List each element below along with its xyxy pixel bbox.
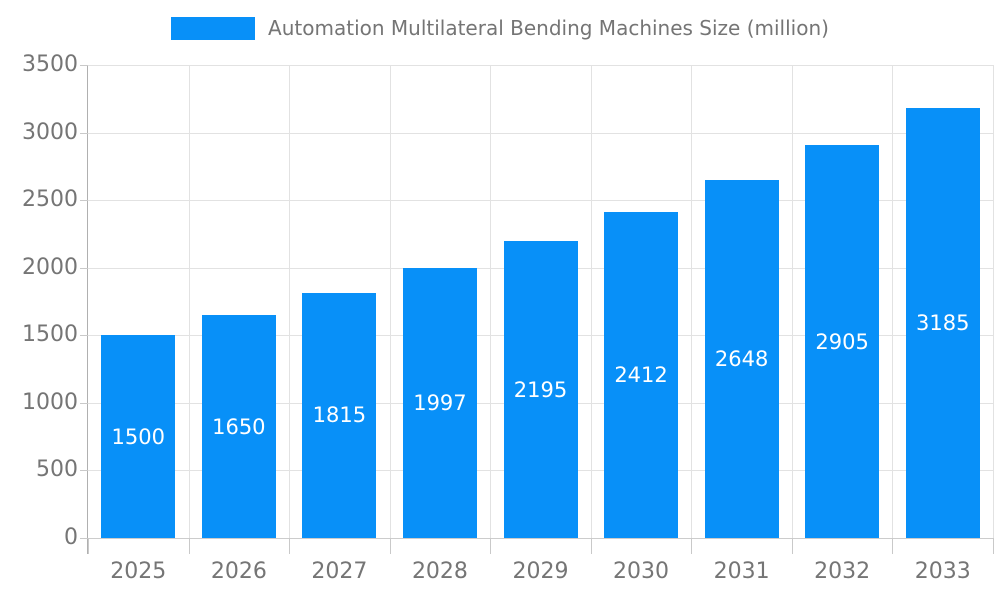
x-axis-label: 2032 [814,559,871,584]
y-tick [80,200,88,202]
chart-legend: Automation Multilateral Bending Machines… [0,16,1000,40]
v-gridline [691,65,693,538]
y-axis-label: 500 [36,457,78,483]
y-tick [80,470,88,472]
bar-2031[interactable] [704,180,779,538]
bar-2027[interactable] [302,292,377,538]
x-tick [490,538,492,554]
plot-area: 1500 1650 1815 1997 2195 2412 2648 2905 3185 [88,65,994,539]
x-tick [892,538,894,554]
y-axis-label: 2000 [22,254,78,280]
v-gridline [590,65,592,538]
x-axis-label: 2033 [914,559,971,584]
h-gridline [88,65,993,66]
bar-value-label: 2195 [513,377,568,402]
bar-value-label: 1500 [111,424,165,449]
v-gridline [993,65,994,538]
x-axis-label: 2031 [713,559,770,584]
bar-value-label: 2648 [714,347,769,372]
h-gridline [88,132,993,134]
x-tick [590,538,592,554]
legend-item[interactable]: Automation Multilateral Bending Machines… [171,16,829,40]
v-gridline [791,65,793,538]
bar-2032[interactable] [805,145,880,538]
y-axis-line [87,65,88,554]
bar-2030[interactable] [604,212,679,538]
legend-swatch-icon [171,16,256,40]
v-gridline [188,65,190,538]
v-gridline [389,65,391,538]
x-axis-label: 2030 [613,559,670,584]
bar-value-label: 2905 [815,329,869,354]
legend-label: Automation Multilateral Bending Machines… [268,16,829,40]
bar-2029[interactable] [503,241,578,538]
y-axis-label: 0 [64,525,78,550]
y-tick [80,335,88,337]
y-axis-label: 3000 [22,119,78,145]
bar-2026[interactable] [201,315,276,538]
x-axis-label: 2026 [210,559,267,584]
y-axis-label: 1500 [22,322,78,348]
x-tick [188,538,190,554]
x-axis-label: 2027 [311,559,368,584]
y-tick [80,402,88,404]
y-tick [80,132,88,134]
bar-value-label: 3185 [915,310,970,335]
bar-value-label: 2412 [614,363,668,388]
h-gridline [88,538,993,539]
x-tick [389,538,391,554]
x-tick [289,538,291,554]
y-tick [80,538,88,539]
v-gridline [490,65,492,538]
bar-2028[interactable] [402,268,477,538]
v-gridline [289,65,291,538]
bar-value-label: 1997 [413,391,467,416]
x-tick [993,538,994,554]
x-axis-label: 2029 [512,559,569,584]
y-tick [80,65,88,66]
y-axis-label: 1000 [22,389,78,415]
y-tick [80,267,88,269]
x-axis-label: 2025 [110,559,167,584]
h-gridline [88,200,993,202]
x-tick [691,538,693,554]
bar-2025[interactable] [101,335,176,538]
v-gridline [892,65,894,538]
x-tick [88,538,89,554]
bar-value-label: 1650 [212,414,266,439]
bar-value-label: 1815 [312,403,367,428]
y-axis-label: 3500 [22,52,78,77]
x-axis-label: 2028 [411,559,468,584]
y-axis-label: 2500 [22,187,78,213]
x-tick [791,538,793,554]
bar-2033[interactable] [905,107,980,538]
